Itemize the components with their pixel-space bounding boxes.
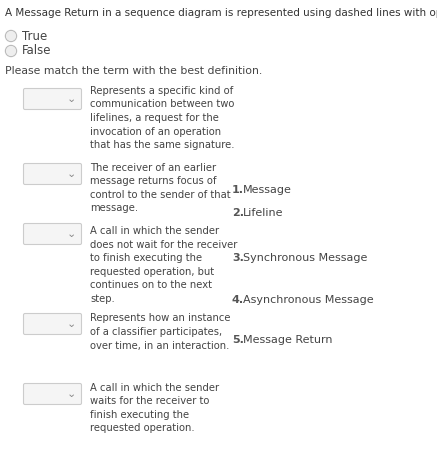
Text: Represents how an instance
of a classifier participates,
over time, in an intera: Represents how an instance of a classifi… (90, 313, 230, 351)
Text: 1.: 1. (232, 185, 244, 195)
FancyBboxPatch shape (24, 89, 81, 110)
Text: ⌄: ⌄ (66, 229, 76, 239)
Text: Asynchronous Message: Asynchronous Message (243, 295, 374, 305)
Text: Lifeline: Lifeline (243, 208, 284, 218)
Circle shape (6, 31, 16, 41)
FancyBboxPatch shape (24, 384, 81, 404)
Text: ⌄: ⌄ (66, 169, 76, 179)
FancyBboxPatch shape (24, 313, 81, 334)
Text: Represents a specific kind of
communication between two
lifelines, a request for: Represents a specific kind of communicat… (90, 86, 235, 150)
Text: Please match the term with the best definition.: Please match the term with the best defi… (5, 66, 262, 76)
FancyBboxPatch shape (24, 223, 81, 244)
Text: A call in which the sender
does not wait for the receiver
to finish executing th: A call in which the sender does not wait… (90, 226, 237, 304)
Text: A call in which the sender
waits for the receiver to
finish executing the
reques: A call in which the sender waits for the… (90, 383, 219, 434)
Text: ⌄: ⌄ (66, 94, 76, 104)
Text: 3.: 3. (232, 253, 244, 263)
Text: Message: Message (243, 185, 292, 195)
Text: Message Return: Message Return (243, 335, 333, 345)
Text: 4.: 4. (232, 295, 244, 305)
Text: Synchronous Message: Synchronous Message (243, 253, 368, 263)
Text: The receiver of an earlier
message returns focus of
control to the sender of tha: The receiver of an earlier message retur… (90, 162, 231, 213)
Text: 5.: 5. (232, 335, 244, 345)
Text: ⌄: ⌄ (66, 389, 76, 399)
Text: ⌄: ⌄ (66, 319, 76, 329)
Text: 2.: 2. (232, 208, 244, 218)
Text: A Message Return in a sequence diagram is represented using dashed lines with op: A Message Return in a sequence diagram i… (5, 8, 437, 18)
Circle shape (6, 46, 16, 56)
Text: True: True (22, 30, 47, 42)
Text: False: False (22, 45, 52, 57)
FancyBboxPatch shape (24, 163, 81, 184)
